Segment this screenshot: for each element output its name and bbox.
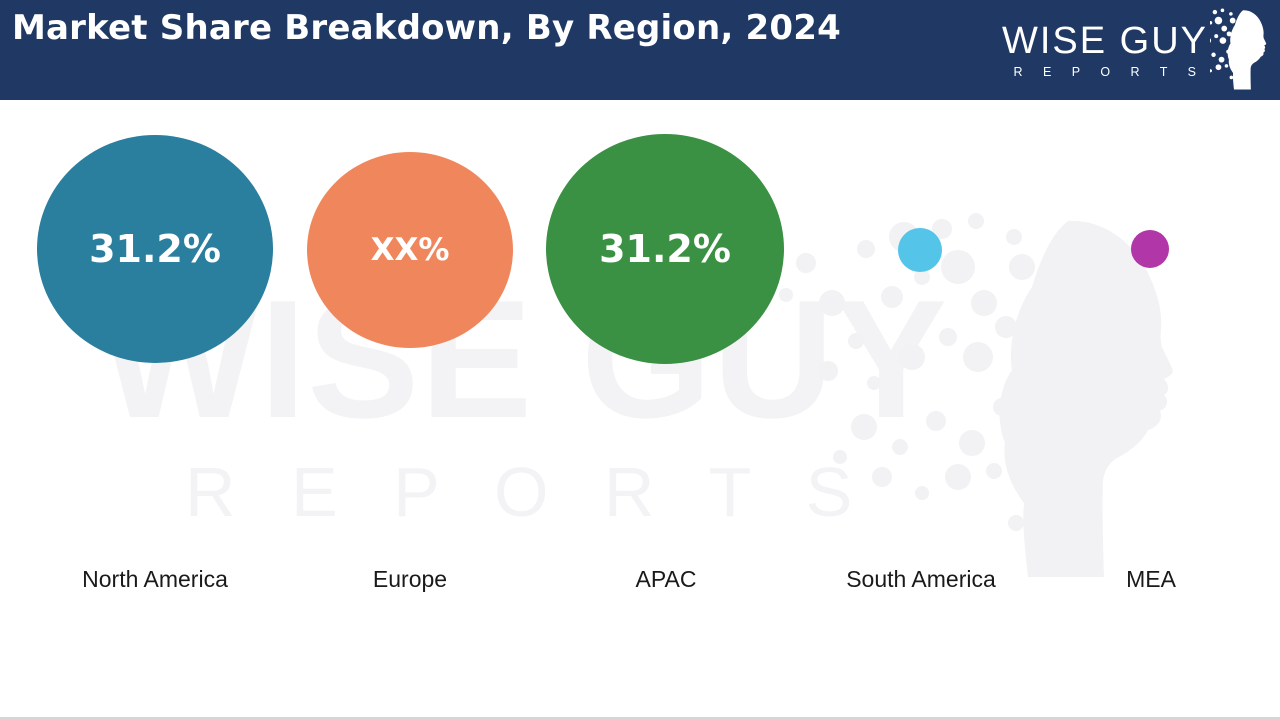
bubble-value-europe: XX% [370,232,450,268]
category-label-north-america: North America [82,566,228,592]
bubble-mea [1131,230,1169,268]
brand-reports-text: R E P O R T S [1013,64,1205,79]
bubble-europe: XX% [307,152,513,348]
bubble-north-america: 31.2% [37,135,273,363]
bubble-apac: 31.2% [546,134,784,364]
category-label-mea: MEA [1126,566,1176,592]
brand-logo: WISE GUY R E P O R T S [1002,6,1270,92]
watermark-reports-text: R E P O R T S [185,453,871,531]
bubble-value-north-america: 31.2% [89,227,221,271]
watermark-head-icon [779,213,1173,577]
brand-wordmark: WISE GUY [1001,19,1208,62]
page-title: Market Share Breakdown, By Region, 2024 [12,8,841,48]
bottom-divider [0,717,1280,720]
brand-wordmark-block: WISE GUY R E P O R T S [1002,20,1208,79]
bubble-value-apac: 31.2% [599,227,731,271]
category-label-apac: APAC [635,566,697,592]
category-label-europe: Europe [372,566,448,592]
header-bar: Market Share Breakdown, By Region, 2024 … [0,0,1280,100]
bubble-south-america [898,228,942,272]
brand-head-icon [1210,8,1267,90]
